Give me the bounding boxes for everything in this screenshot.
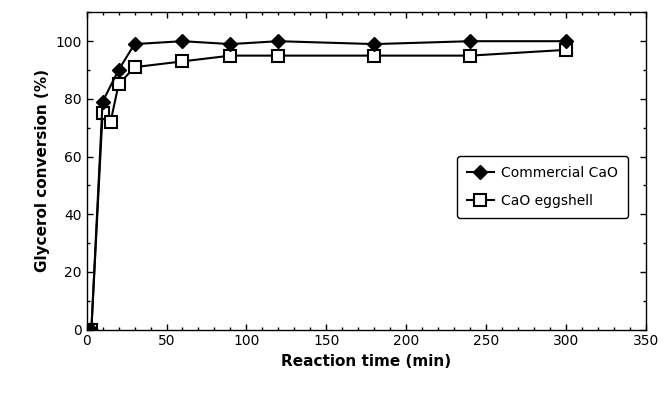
Commercial CaO xyxy=(83,327,91,332)
X-axis label: Reaction time (min): Reaction time (min) xyxy=(281,354,452,369)
CaO eggshell xyxy=(99,111,107,116)
Commercial CaO xyxy=(178,39,186,44)
Y-axis label: Glycerol conversion (%): Glycerol conversion (%) xyxy=(35,70,50,272)
CaO eggshell xyxy=(466,53,474,58)
CaO eggshell xyxy=(370,53,378,58)
CaO eggshell xyxy=(115,82,123,87)
CaO eggshell xyxy=(274,53,282,58)
CaO eggshell xyxy=(226,53,234,58)
CaO eggshell xyxy=(83,327,91,332)
Commercial CaO xyxy=(131,42,139,47)
CaO eggshell xyxy=(131,65,139,70)
Commercial CaO xyxy=(370,42,378,47)
Commercial CaO xyxy=(466,39,474,44)
Line: Commercial CaO: Commercial CaO xyxy=(82,36,571,335)
Commercial CaO xyxy=(115,68,123,73)
Line: CaO eggshell: CaO eggshell xyxy=(81,44,571,335)
CaO eggshell xyxy=(178,59,186,64)
Commercial CaO xyxy=(87,327,95,332)
CaO eggshell xyxy=(562,47,570,52)
Commercial CaO xyxy=(562,39,570,44)
CaO eggshell xyxy=(87,327,95,332)
Legend: Commercial CaO, CaO eggshell: Commercial CaO, CaO eggshell xyxy=(457,156,628,218)
CaO eggshell xyxy=(107,119,115,124)
Commercial CaO xyxy=(99,99,107,104)
Commercial CaO xyxy=(226,42,234,47)
Commercial CaO xyxy=(274,39,282,44)
